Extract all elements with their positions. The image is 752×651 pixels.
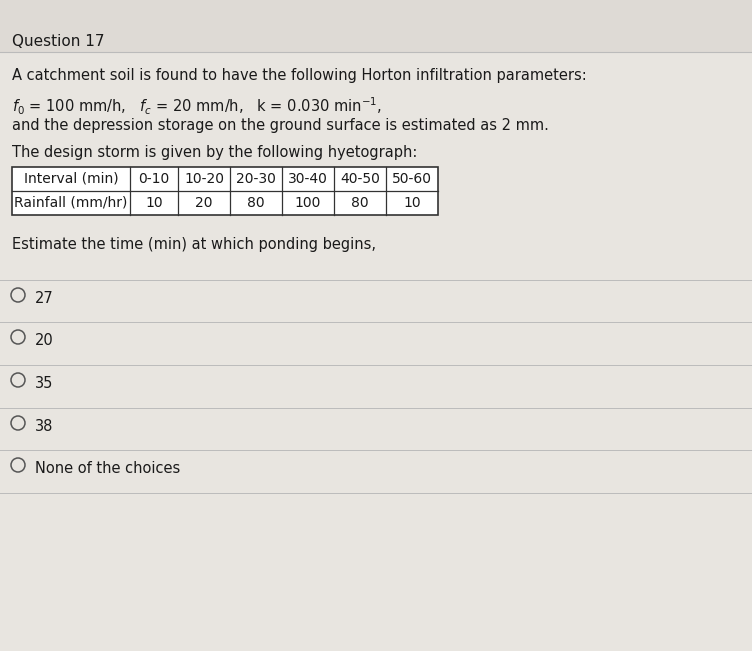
FancyBboxPatch shape bbox=[0, 0, 752, 52]
Text: 10: 10 bbox=[145, 196, 163, 210]
Text: Rainfall (mm/hr): Rainfall (mm/hr) bbox=[14, 196, 128, 210]
Text: 20-30: 20-30 bbox=[236, 172, 276, 186]
Text: Question 17: Question 17 bbox=[12, 35, 105, 49]
Text: 50-60: 50-60 bbox=[392, 172, 432, 186]
Text: Estimate the time (min) at which ponding begins,: Estimate the time (min) at which ponding… bbox=[12, 237, 376, 252]
FancyBboxPatch shape bbox=[12, 167, 438, 215]
Text: $f_0$ = 100 mm/h,   $f_c$ = 20 mm/h,   k = 0.030 min$^{-1}$,: $f_0$ = 100 mm/h, $f_c$ = 20 mm/h, k = 0… bbox=[12, 96, 382, 117]
Text: 27: 27 bbox=[35, 291, 53, 306]
Text: 10-20: 10-20 bbox=[184, 172, 224, 186]
Text: 10: 10 bbox=[403, 196, 421, 210]
Text: 40-50: 40-50 bbox=[340, 172, 380, 186]
Text: 80: 80 bbox=[247, 196, 265, 210]
Text: The design storm is given by the following hyetograph:: The design storm is given by the followi… bbox=[12, 145, 417, 160]
Text: 30-40: 30-40 bbox=[288, 172, 328, 186]
Text: 100: 100 bbox=[295, 196, 321, 210]
Text: 20: 20 bbox=[35, 333, 53, 348]
Text: A catchment soil is found to have the following Horton infiltration parameters:: A catchment soil is found to have the fo… bbox=[12, 68, 587, 83]
Text: 38: 38 bbox=[35, 419, 53, 434]
Text: 35: 35 bbox=[35, 376, 53, 391]
Text: None of the choices: None of the choices bbox=[35, 461, 180, 476]
Text: 0-10: 0-10 bbox=[138, 172, 170, 186]
Text: 80: 80 bbox=[351, 196, 368, 210]
Text: 20: 20 bbox=[196, 196, 213, 210]
Text: Interval (min): Interval (min) bbox=[23, 172, 118, 186]
Text: and the depression storage on the ground surface is estimated as 2 mm.: and the depression storage on the ground… bbox=[12, 118, 549, 133]
